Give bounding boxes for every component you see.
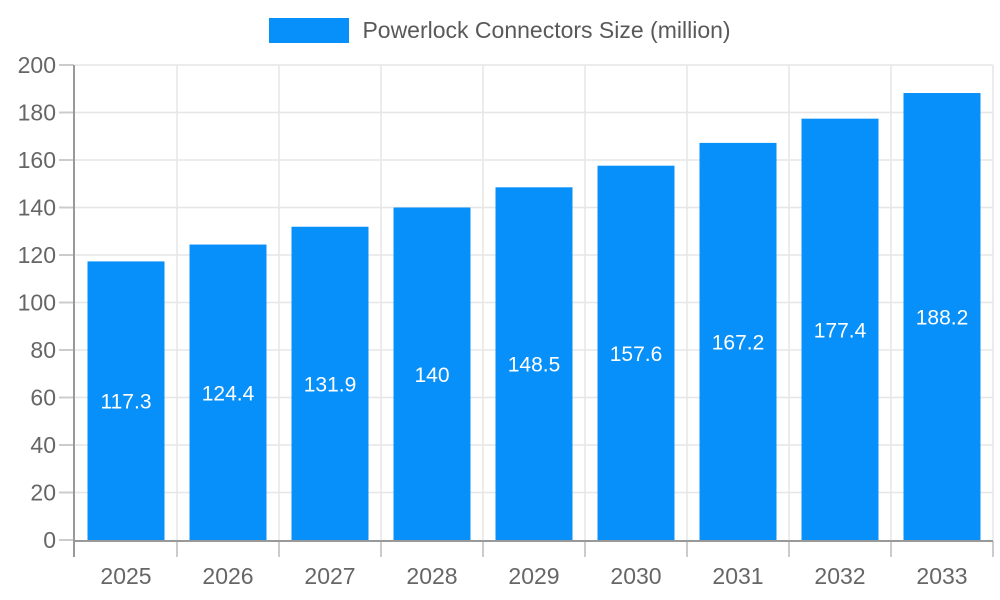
bar-value-label: 140 [414, 364, 449, 387]
y-axis-label: 100 [18, 290, 56, 316]
bar-value-label: 148.5 [508, 354, 561, 377]
legend: Powerlock Connectors Size (million) [0, 18, 1000, 43]
bar-value-label: 188.2 [916, 307, 969, 330]
bar [903, 93, 981, 541]
bar [291, 226, 369, 541]
y-axis-label: 160 [18, 147, 56, 173]
bar [393, 207, 471, 540]
bar-value-label: 167.2 [712, 331, 765, 354]
legend-swatch [269, 18, 350, 43]
y-axis-label: 120 [18, 242, 56, 268]
y-axis-label: 180 [18, 100, 56, 126]
y-axis-label: 140 [18, 195, 56, 221]
x-axis-label: 2025 [100, 563, 151, 589]
bar-value-label: 131.9 [304, 373, 357, 396]
x-axis-label: 2027 [304, 563, 355, 589]
bar-value-label: 177.4 [814, 319, 867, 342]
x-axis-label: 2033 [916, 563, 967, 589]
x-axis-label: 2030 [610, 563, 661, 589]
bar [597, 165, 675, 540]
x-axis-label: 2028 [406, 563, 457, 589]
x-axis-label: 2032 [814, 563, 865, 589]
bar-value-label: 117.3 [101, 391, 152, 414]
x-axis-label: 2031 [712, 563, 763, 589]
x-axis-label: 2029 [508, 563, 559, 589]
y-axis-label: 40 [30, 432, 56, 458]
y-axis-label: 60 [30, 385, 56, 411]
y-axis-label: 0 [43, 527, 56, 553]
y-axis-label: 200 [18, 52, 56, 78]
bar [801, 118, 879, 541]
bar-value-label: 124.4 [202, 382, 255, 405]
bar [495, 187, 573, 540]
bar [87, 261, 165, 540]
bar [699, 142, 777, 540]
bar-value-label: 157.6 [610, 343, 663, 366]
x-axis-label: 2026 [202, 563, 253, 589]
bar [189, 244, 267, 541]
y-axis-label: 20 [30, 480, 56, 506]
y-axis-label: 80 [30, 337, 56, 363]
legend-label: Powerlock Connectors Size (million) [362, 17, 731, 43]
